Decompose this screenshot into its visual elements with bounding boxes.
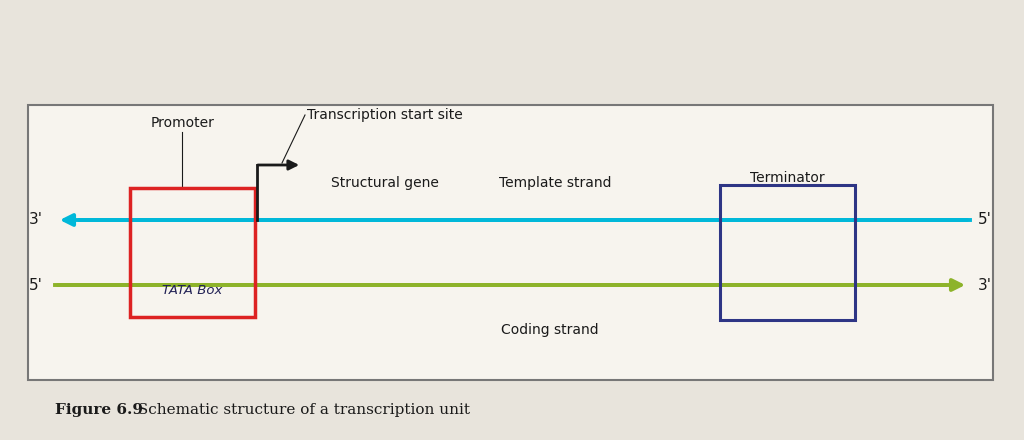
Text: Structural gene: Structural gene — [331, 176, 439, 190]
Bar — [720, 185, 855, 320]
Text: 5': 5' — [29, 278, 43, 293]
Bar — [28, 105, 993, 380]
Text: Schematic structure of a transcription unit: Schematic structure of a transcription u… — [133, 403, 470, 417]
Text: 5': 5' — [978, 213, 992, 227]
Text: Terminator: Terminator — [751, 171, 824, 185]
Text: Transcription start site: Transcription start site — [307, 108, 463, 122]
Bar — [130, 188, 255, 317]
Text: TATA Box: TATA Box — [163, 283, 222, 297]
Text: Figure 6.9: Figure 6.9 — [55, 403, 143, 417]
Text: 3': 3' — [29, 213, 43, 227]
Text: Promoter: Promoter — [151, 116, 214, 130]
Text: 3': 3' — [978, 278, 992, 293]
Text: Coding strand: Coding strand — [501, 323, 599, 337]
Text: Template strand: Template strand — [499, 176, 611, 190]
